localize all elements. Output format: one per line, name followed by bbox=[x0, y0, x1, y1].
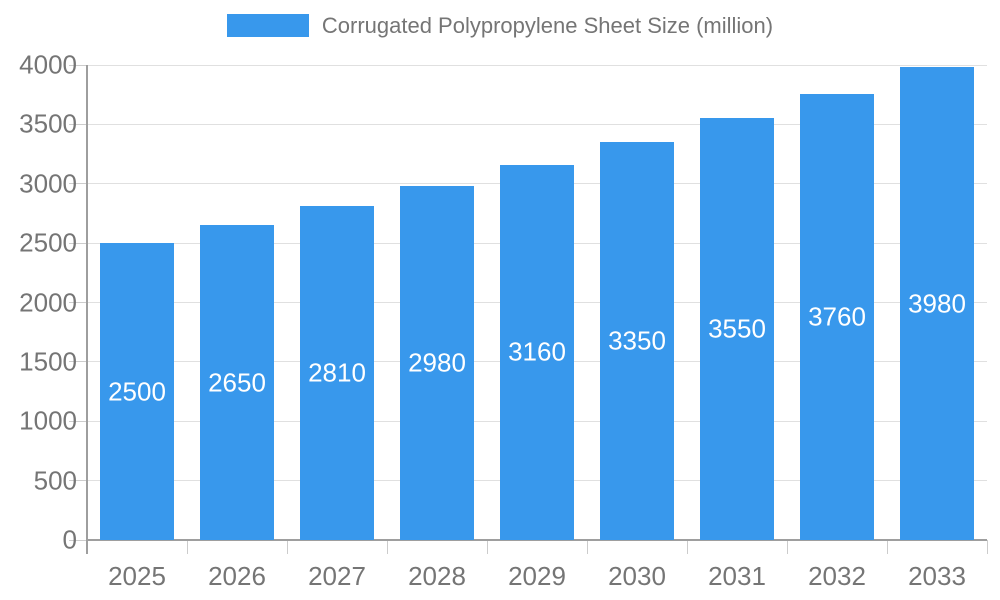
x-axis-tick bbox=[486, 540, 488, 554]
y-axis-label: 0 bbox=[62, 524, 77, 555]
y-axis-label: 3000 bbox=[19, 168, 77, 199]
y-axis-tick bbox=[69, 123, 87, 125]
y-axis-label: 2500 bbox=[19, 227, 77, 258]
y-axis-label: 3500 bbox=[19, 108, 77, 139]
y-axis-tick bbox=[69, 361, 87, 363]
y-axis-label: 2000 bbox=[19, 287, 77, 317]
x-axis-label: 2027 bbox=[308, 561, 366, 591]
x-axis-label: 2032 bbox=[808, 561, 866, 591]
y-axis-tick bbox=[69, 242, 87, 244]
bar-2033[interactable]: 3980 bbox=[900, 67, 974, 540]
y-axis-label: 4000 bbox=[19, 49, 77, 80]
bar-2027[interactable]: 2810 bbox=[300, 206, 374, 540]
x-axis-tick bbox=[386, 540, 388, 554]
bar-value-label: 3350 bbox=[608, 325, 666, 356]
y-axis-label: 500 bbox=[33, 465, 77, 496]
x-axis-label: 2026 bbox=[208, 561, 266, 591]
y-axis-line bbox=[86, 65, 88, 554]
bar-value-label: 2810 bbox=[308, 357, 366, 388]
bar-2029[interactable]: 3160 bbox=[500, 164, 574, 540]
y-axis-tick bbox=[69, 420, 87, 422]
x-axis-tick bbox=[286, 540, 288, 554]
y-axis-label: 1000 bbox=[19, 405, 77, 436]
x-axis-tick bbox=[586, 540, 588, 554]
y-axis-tick bbox=[69, 480, 87, 482]
legend-item[interactable]: Corrugated Polypropylene Sheet Size (mil… bbox=[226, 12, 774, 38]
legend: Corrugated Polypropylene Sheet Size (mil… bbox=[0, 14, 1000, 37]
x-axis-label: 2031 bbox=[708, 561, 766, 591]
bar-2028[interactable]: 2980 bbox=[400, 186, 474, 540]
x-axis-label: 2029 bbox=[508, 561, 566, 591]
x-axis-label: 2028 bbox=[408, 561, 466, 591]
x-axis-label: 2030 bbox=[608, 561, 666, 591]
legend-label: Corrugated Polypropylene Sheet Size (mil… bbox=[321, 12, 774, 38]
x-axis-label: 2033 bbox=[908, 561, 966, 591]
y-axis-tick bbox=[69, 539, 87, 541]
bar-2030[interactable]: 3350 bbox=[600, 142, 674, 540]
bar-2032[interactable]: 3760 bbox=[800, 93, 874, 540]
x-axis-line bbox=[87, 539, 987, 541]
bar-value-label: 2980 bbox=[408, 347, 466, 378]
x-axis-tick bbox=[686, 540, 688, 554]
legend-swatch-icon bbox=[226, 14, 309, 37]
bar-value-label: 3760 bbox=[808, 301, 866, 332]
y-axis-tick bbox=[69, 183, 87, 185]
bar-2031[interactable]: 3550 bbox=[700, 118, 774, 540]
y-axis-tick bbox=[69, 302, 87, 303]
bar-value-label: 3160 bbox=[508, 336, 566, 367]
y-axis-tick bbox=[69, 64, 87, 66]
x-axis-tick bbox=[986, 540, 988, 554]
gridline bbox=[87, 123, 987, 125]
x-axis-tick bbox=[886, 540, 888, 554]
x-axis-label: 2025 bbox=[108, 561, 166, 591]
x-axis-tick bbox=[786, 540, 788, 554]
bar-2026[interactable]: 2650 bbox=[200, 225, 274, 540]
bar-value-label: 2500 bbox=[108, 376, 166, 407]
bar-value-label: 3980 bbox=[908, 288, 966, 319]
y-axis-label: 1500 bbox=[19, 346, 77, 377]
bar-value-label: 2650 bbox=[208, 367, 266, 398]
bar-value-label: 3550 bbox=[708, 313, 766, 344]
x-axis-tick bbox=[186, 540, 188, 554]
bar-2025[interactable]: 2500 bbox=[100, 243, 174, 540]
gridline bbox=[87, 64, 987, 66]
